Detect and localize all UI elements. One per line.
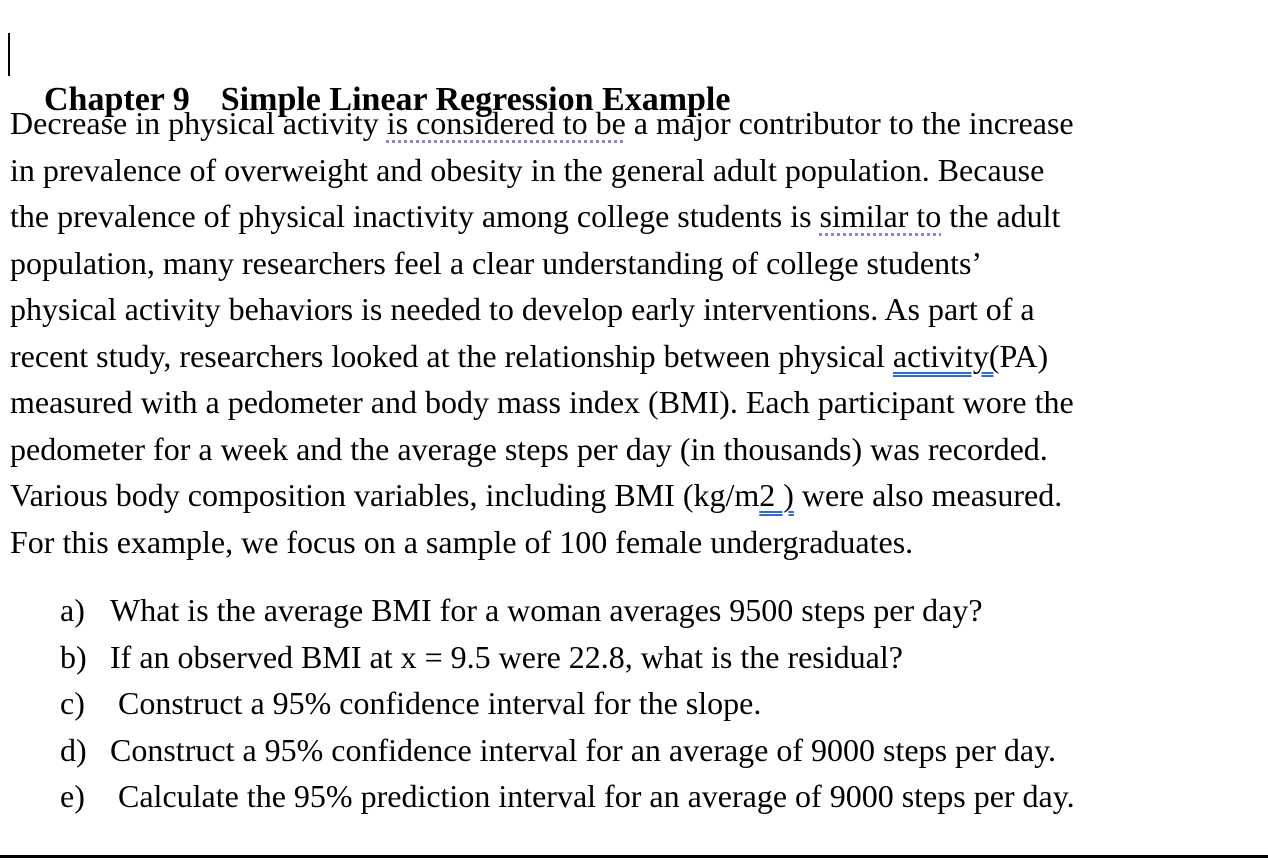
text-segment: measured with a pedometer and body mass … [10,384,1074,420]
question-list: a) What is the average BMI for a woman av… [60,587,1075,820]
question-label: c) [60,685,85,721]
text-segment: For this example, we focus on a sample o… [10,523,914,560]
text-segment: recent study, researchers looked at the … [10,337,893,374]
question-label: e) [60,778,85,814]
question-text: What is the average BMI for a woman aver… [110,592,983,628]
paragraph-line: measured with a pedometer and body mass … [10,379,1262,426]
question-text: Construct a 95% confidence interval for … [110,685,762,721]
question-label: a) [60,592,85,628]
chapter-label: Chapter 9 [44,81,190,118]
text-segment: physical activity behaviors is needed to… [10,291,1035,327]
text-cursor-caret [8,33,10,76]
question-item: d) Construct a 95% confidence interval fo… [60,727,1075,774]
text-segment: the prevalence of physical inactivity am… [10,198,820,234]
question-item: c) Construct a 95% confidence interval f… [60,680,1075,727]
question-item: e) Calculate the 95% prediction interval… [60,773,1075,820]
paragraph-line: pedometer for a week and the average ste… [10,426,1262,473]
paragraph-line: For this example, we focus on a sample o… [10,519,1262,566]
text-segment: Decrease in physical activity [10,105,387,141]
text-segment: the adult [941,198,1061,234]
question-item: b) If an observed BMI at x = 9.5 were 22.… [60,634,1075,681]
page-title: Chapter 9 Simple Linear Regression Exampl… [10,34,730,166]
paragraph-line: in prevalence of overweight and obesity … [10,147,1262,194]
question-text: If an observed BMI at x = 9.5 were 22.8,… [110,638,903,675]
text-segment: were also measured. [793,477,1063,513]
paragraph-line: the prevalence of physical inactivity am… [10,193,1262,240]
title-text: Simple Linear Regression Example [220,81,731,118]
paragraph-line: Decrease in physical activity is conside… [10,100,1262,147]
intro-paragraph: Decrease in physical activity is conside… [10,100,1262,565]
question-text: Calculate the 95% prediction interval fo… [110,778,1075,814]
spelling-marked-text: similar to [819,198,942,234]
spelling-marked-text: is considered to be [386,105,626,141]
question-item: a) What is the average BMI for a woman av… [60,587,1075,634]
text-segment: Various body composition variables, incl… [10,477,760,513]
text-segment: population, many researchers feel a clea… [10,244,983,281]
text-segment: PA) [999,337,1049,374]
question-label: d) [60,731,87,768]
text-segment: pedometer for a week and the average ste… [10,430,1048,467]
paragraph-line: recent study, researchers looked at the … [10,333,1262,380]
question-text: Construct a 95% confidence interval for … [110,731,1057,768]
text-segment: in prevalence of overweight and obesity … [10,151,1045,188]
paragraph-line: population, many researchers feel a clea… [10,240,1262,287]
text-segment: a major contributor to the increase [625,105,1074,141]
grammar-marked-text: activity( [892,337,1000,374]
paragraph-line: physical activity behaviors is needed to… [10,286,1262,333]
page-divider [0,855,1268,858]
grammar-marked-text: 2 ) [759,477,794,513]
question-label: b) [60,638,87,675]
paragraph-line: Various body composition variables, incl… [10,472,1262,519]
